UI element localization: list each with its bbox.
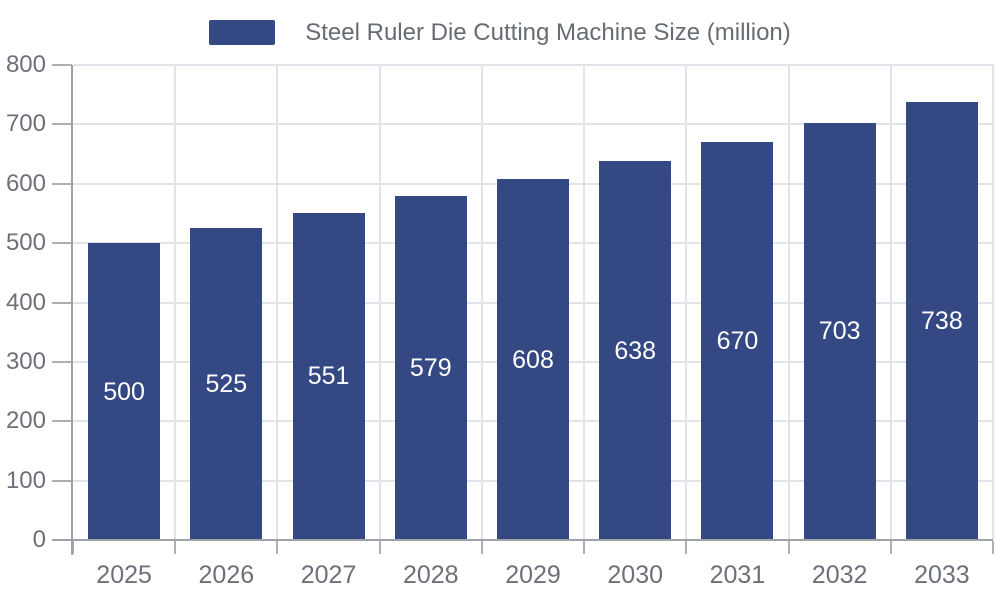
legend-label: Steel Ruler Die Cutting Machine Size (mi… (305, 18, 791, 46)
legend-swatch (209, 19, 276, 45)
bar[interactable] (190, 228, 263, 540)
bar[interactable] (88, 243, 161, 540)
x-axis-tick (685, 541, 688, 554)
x-axis-tick (992, 541, 994, 554)
bar[interactable] (803, 122, 876, 540)
x-axis-label: 2033 (914, 561, 970, 589)
x-axis-label: 2032 (811, 561, 868, 589)
x-axis-label: 2029 (505, 561, 561, 589)
x-axis-label: 2031 (709, 561, 766, 589)
gridline-v (583, 65, 586, 540)
gridline-v (685, 65, 688, 540)
bar-value-label: 579 (409, 354, 452, 383)
y-axis-label: 700 (5, 110, 46, 138)
bar-value-label: 551 (307, 362, 350, 391)
legend[interactable]: Steel Ruler Die Cutting Machine Size (mi… (0, 15, 1000, 49)
bar[interactable] (905, 101, 978, 540)
y-axis-tick (52, 182, 72, 185)
y-axis-label: 400 (5, 288, 46, 316)
gridline-v (480, 65, 483, 540)
x-axis-tick (276, 541, 279, 554)
y-axis-label: 0 (32, 526, 46, 553)
bar-value-label: 525 (205, 370, 248, 399)
y-axis-tick (52, 64, 72, 66)
y-axis-tick (52, 123, 72, 126)
bar-value-label: 670 (716, 327, 759, 356)
y-axis-label: 600 (5, 169, 46, 197)
gridline-v (378, 65, 381, 540)
bar[interactable] (292, 212, 365, 540)
y-axis-tick (52, 420, 72, 423)
x-axis-tick (889, 541, 892, 554)
x-axis-label: 2026 (198, 561, 255, 589)
gridline-v (889, 65, 892, 540)
bar-value-label: 608 (512, 345, 554, 374)
x-axis-label: 2027 (300, 561, 357, 589)
y-axis-label: 200 (5, 407, 46, 435)
y-axis-label: 300 (5, 347, 46, 375)
gridline-h (73, 64, 993, 66)
y-axis-tick (52, 242, 72, 245)
x-axis-line (52, 539, 993, 541)
y-axis-label: 800 (5, 51, 46, 78)
bar-value-label: 703 (818, 317, 861, 346)
y-axis-label: 500 (5, 229, 46, 257)
bar[interactable] (394, 196, 467, 540)
y-axis-tick (52, 301, 72, 304)
y-axis-label: 100 (5, 466, 46, 494)
bar-value-label: 738 (921, 306, 963, 335)
bar-value-label: 500 (103, 377, 145, 406)
x-axis-tick (583, 541, 586, 554)
y-axis-line (71, 65, 73, 555)
gridline-h (73, 123, 993, 126)
x-axis-tick (787, 541, 790, 554)
bar-value-label: 638 (614, 336, 657, 365)
gridline-v (276, 65, 279, 540)
bar[interactable] (599, 161, 672, 540)
gridline-v (787, 65, 790, 540)
x-axis-tick (72, 541, 74, 554)
x-axis-label: 2030 (607, 561, 664, 589)
x-axis-tick (480, 541, 483, 554)
gridline-v (992, 65, 994, 540)
y-axis-tick (52, 360, 72, 363)
x-axis-label: 2025 (96, 561, 152, 589)
x-axis-tick (174, 541, 177, 554)
bar[interactable] (701, 142, 774, 540)
bar[interactable] (497, 179, 569, 540)
gridline-v (174, 65, 177, 540)
x-axis-label: 2028 (402, 561, 459, 589)
y-axis-tick (52, 479, 72, 482)
x-axis-tick (378, 541, 381, 554)
